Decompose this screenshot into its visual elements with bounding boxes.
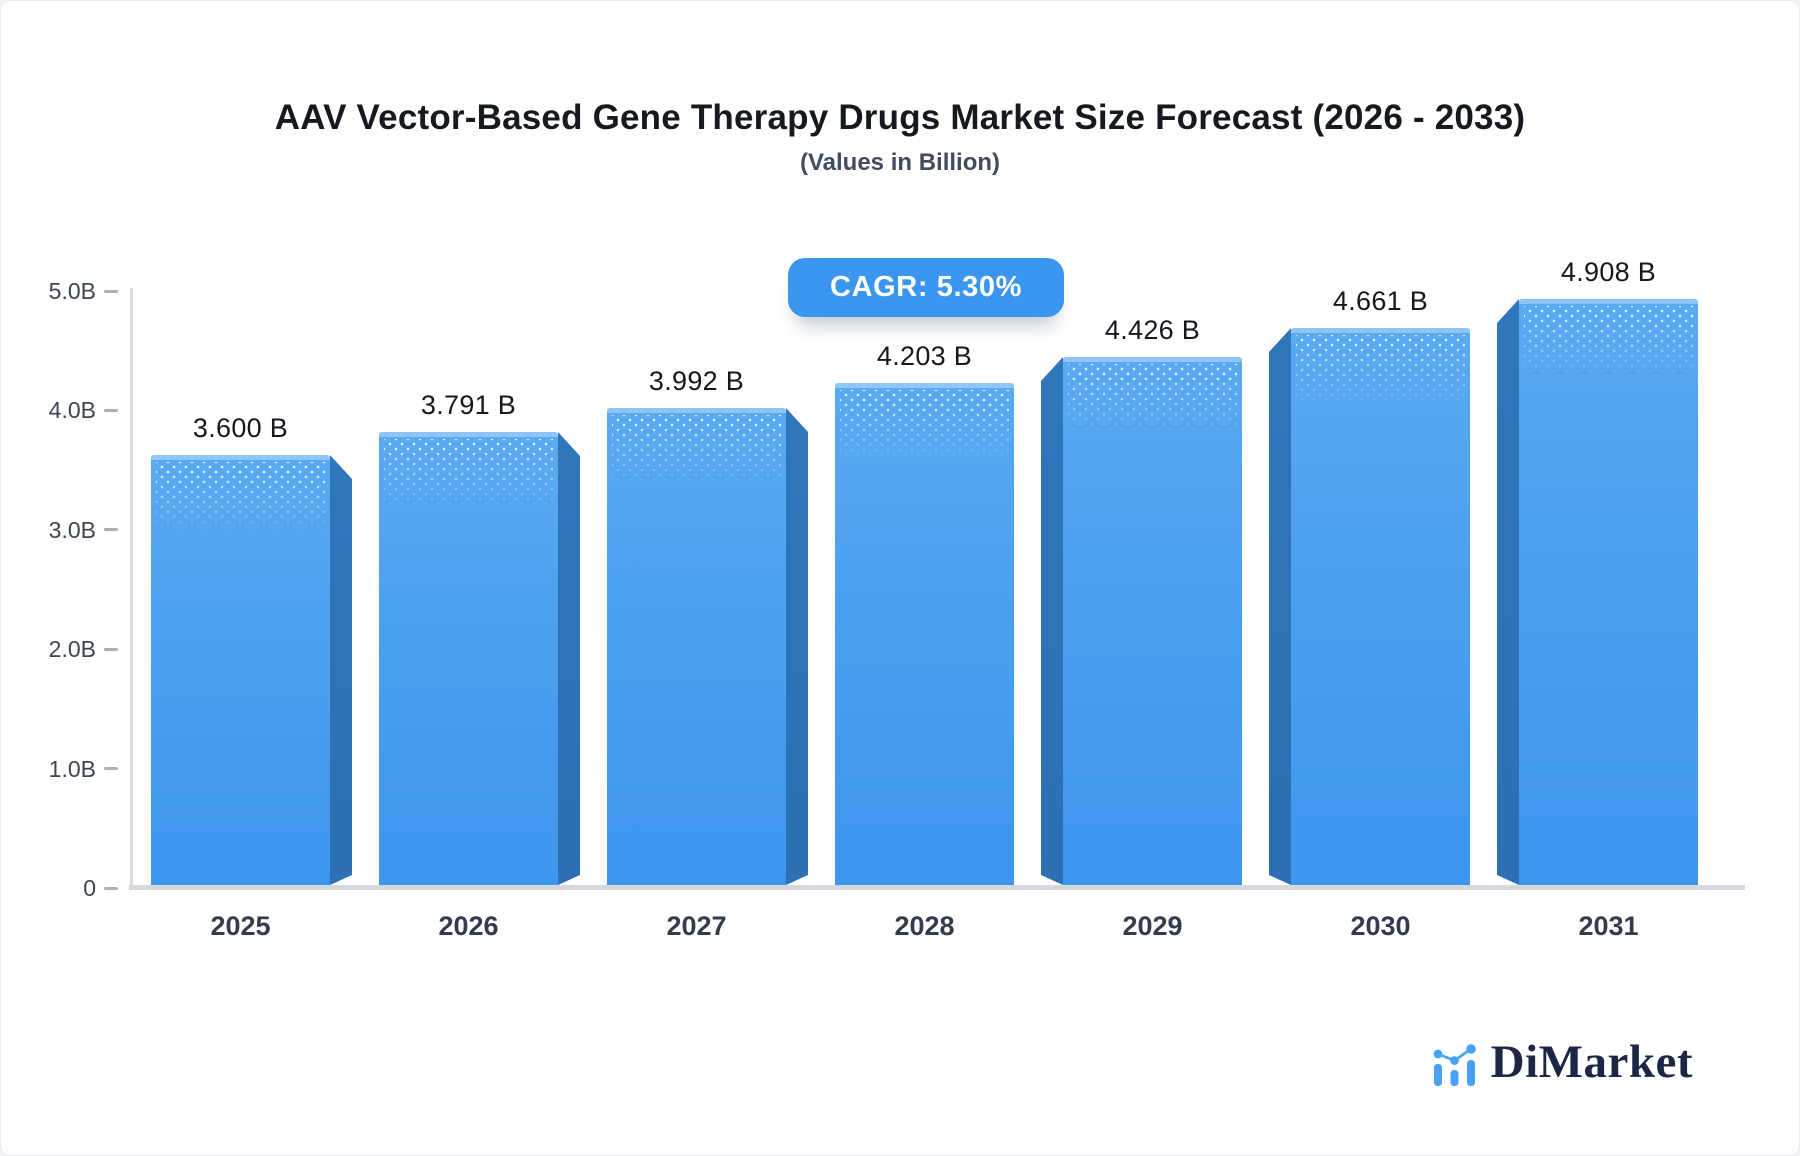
- bar-value-label-2027: 3.992 B: [648, 366, 745, 396]
- bar-texture-dots: [840, 390, 1009, 464]
- x-axis-label-2026: 2026: [438, 911, 499, 941]
- bar-2029: [1063, 357, 1242, 885]
- bar-2026: [379, 432, 558, 885]
- x-axis-label-2028: 2028: [894, 911, 955, 941]
- mini-bar-chart-icon: [1433, 1044, 1476, 1086]
- bar-value-label-2031: 4.908 B: [1560, 257, 1657, 287]
- bar-side-face-2029: [1041, 357, 1063, 885]
- bar-value-label-2026: 3.791 B: [420, 390, 517, 420]
- bar-value-label-2028: 4.203 B: [876, 341, 973, 371]
- cagr-badge-label: CAGR: 5.30%: [830, 271, 1022, 303]
- bar-texture-dots: [1068, 364, 1237, 438]
- chart-title: AAV Vector-Based Gene Therapy Drugs Mark…: [274, 98, 1526, 137]
- brand-logo-text: DiMarket: [1490, 1036, 1693, 1088]
- y-tick-mark: [104, 647, 118, 651]
- bar-side-face-2031: [1497, 299, 1519, 885]
- y-tick-mark: [104, 767, 118, 771]
- x-axis-label-2025: 2025: [210, 911, 271, 941]
- bar-value-label-2030: 4.661 B: [1332, 286, 1429, 316]
- bar-2030: [1291, 328, 1470, 885]
- bar-texture-dots: [612, 415, 781, 489]
- bar-side-face-2025: [330, 455, 352, 885]
- y-tick-mark: [104, 408, 118, 412]
- bar-2031: [1519, 299, 1698, 885]
- bar-side-face-2026: [558, 432, 580, 885]
- y-tick-mark: [104, 886, 118, 890]
- y-tick-mark: [104, 528, 118, 532]
- x-axis-label-2029: 2029: [1122, 911, 1183, 941]
- bar-texture-dots: [156, 462, 325, 536]
- chart-subtitle: (Values in Billion): [799, 149, 1001, 176]
- x-axis-label-2027: 2027: [666, 911, 727, 941]
- bar-2025: [151, 455, 330, 885]
- bar-value-label-2025: 3.600 B: [192, 413, 289, 443]
- bar-2027: [607, 408, 786, 885]
- bar-2028: [835, 383, 1014, 885]
- y-tick-label: 0: [83, 875, 96, 901]
- brand-logo: DiMarket: [1432, 1029, 1693, 1087]
- bar-side-face-2030: [1269, 328, 1291, 885]
- y-tick-label: 2.0B: [48, 636, 96, 663]
- x-axis-baseline: [129, 885, 1745, 890]
- cagr-badge: CAGR: 5.30%: [788, 258, 1064, 317]
- y-tick-mark: [104, 289, 118, 293]
- bar-texture-dots: [384, 439, 553, 513]
- y-tick-label: 1.0B: [48, 755, 96, 782]
- y-axis-line: [130, 288, 133, 889]
- x-axis-label-2031: 2031: [1578, 911, 1639, 941]
- bar-side-face-2027: [786, 408, 808, 885]
- bar-texture-dots: [1524, 306, 1693, 380]
- bar-value-label-2029: 4.426 B: [1104, 315, 1201, 345]
- x-axis-label-2030: 2030: [1350, 911, 1411, 941]
- bar-texture-dots: [1296, 335, 1465, 409]
- y-tick-label: 4.0B: [48, 397, 96, 424]
- y-tick-label: 5.0B: [48, 278, 96, 304]
- y-tick-label: 3.0B: [48, 516, 96, 543]
